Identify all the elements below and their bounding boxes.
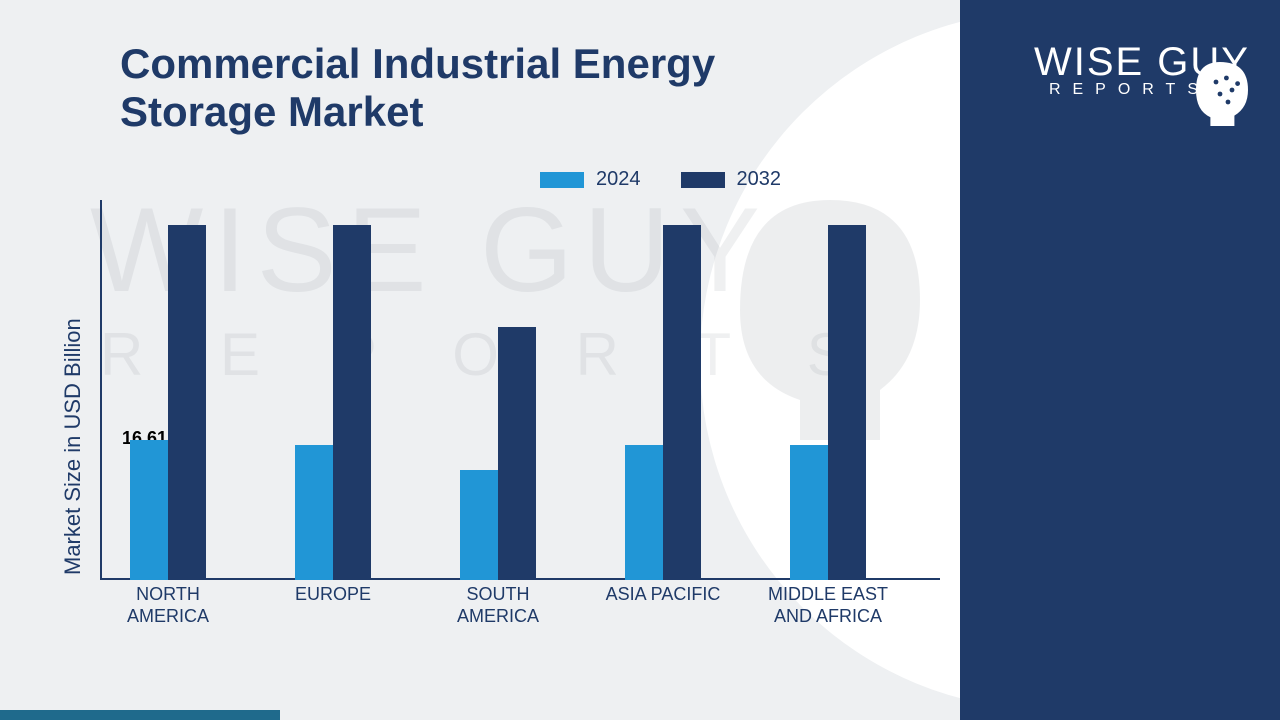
bar-2024 <box>295 445 333 580</box>
bar-2024 <box>790 445 828 580</box>
y-axis-line <box>100 200 102 580</box>
legend-label-2024: 2024 <box>596 168 641 191</box>
legend-swatch-2032 <box>681 172 725 188</box>
legend-item-2032: 2032 <box>681 168 782 191</box>
bar-2024 <box>460 470 498 580</box>
bar-chart: 16.61 <box>100 200 940 580</box>
category-label: EUROPE <box>263 584 403 606</box>
bar-2032 <box>168 225 206 580</box>
legend: 2024 2032 <box>540 168 781 191</box>
category-label: NORTH AMERICA <box>98 584 238 627</box>
bar-2024 <box>130 440 168 580</box>
legend-item-2024: 2024 <box>540 168 641 191</box>
bar-2032 <box>663 225 701 580</box>
bar-2024 <box>625 445 663 580</box>
category-label: ASIA PACIFIC <box>593 584 733 606</box>
bar-2032 <box>333 225 371 580</box>
y-axis-label: Market Size in USD Billion <box>60 318 86 575</box>
legend-swatch-2024 <box>540 172 584 188</box>
stage: WISE GUY R E P O R T S Commercial Indust… <box>0 0 1280 720</box>
page-title: Commercial Industrial Energy Storage Mar… <box>120 40 720 137</box>
legend-label-2032: 2032 <box>737 168 782 191</box>
category-label: MIDDLE EAST AND AFRICA <box>758 584 898 627</box>
logo-head-icon <box>1180 50 1260 130</box>
category-label: SOUTH AMERICA <box>428 584 568 627</box>
bottom-accent-bar <box>0 710 280 720</box>
bar-2032 <box>498 327 536 580</box>
bar-2032 <box>828 225 866 580</box>
